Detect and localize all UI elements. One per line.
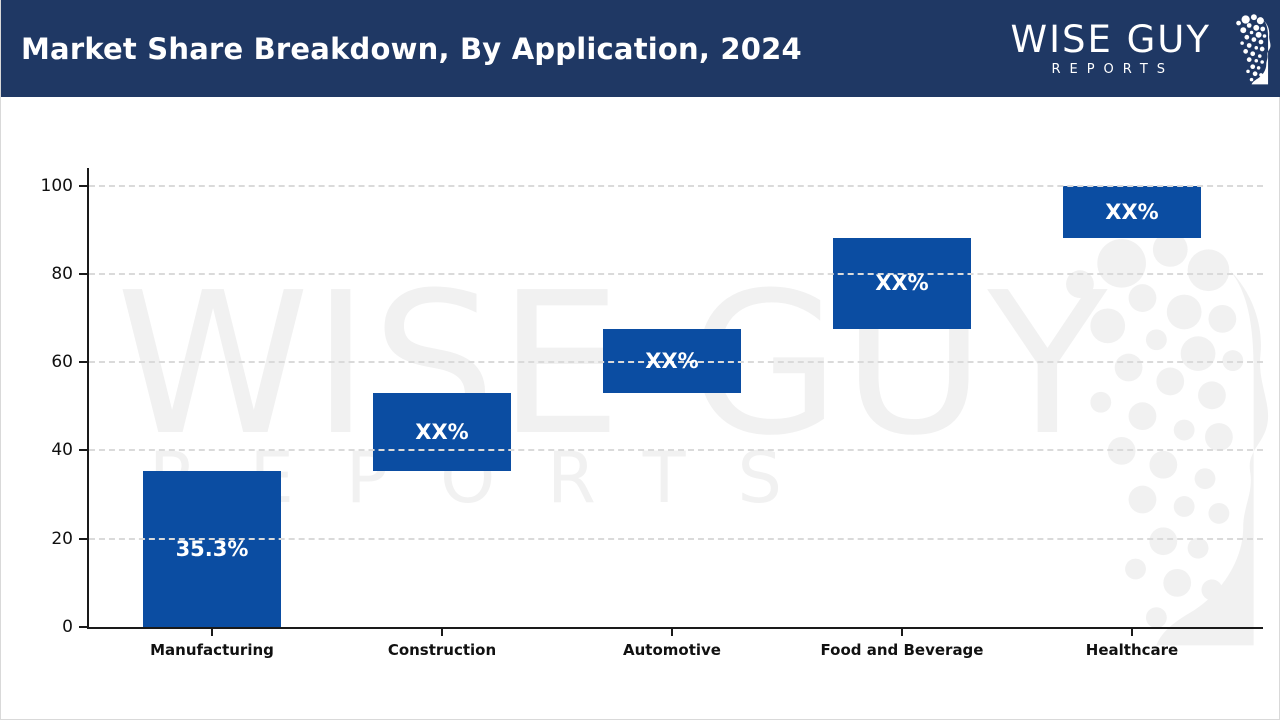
x-tick-label: Manufacturing [150, 641, 274, 659]
x-tick-label: Food and Beverage [820, 641, 984, 659]
x-tick [441, 627, 443, 636]
bar-food-and-beverage: XX% [833, 237, 971, 330]
x-tick [901, 627, 903, 636]
gridline [89, 361, 1263, 364]
bar-value-label: XX% [645, 348, 699, 373]
bar-construction: XX% [373, 392, 511, 472]
x-tick-label: Healthcare [1085, 641, 1179, 659]
logo-wordmark-line1: WISE GUY [1010, 18, 1211, 61]
bar-healthcare: XX% [1063, 185, 1201, 238]
logo-wordmark: WISE GUY REPORTS [1010, 18, 1211, 78]
gridline [89, 537, 1263, 540]
y-axis-spine [87, 168, 89, 629]
x-axis-spine [87, 627, 1263, 629]
x-tick [671, 627, 673, 636]
y-tick-label: 80 [51, 263, 73, 284]
chart-title: Market Share Breakdown, By Application, … [21, 31, 802, 66]
y-tick [79, 626, 89, 628]
gridline [89, 184, 1263, 187]
bar-value-label: XX% [415, 419, 469, 444]
dotted-head-icon [1215, 12, 1271, 86]
bar-value-label: 35.3% [175, 537, 249, 562]
gridline [89, 449, 1263, 452]
bar-value-label: XX% [875, 271, 929, 296]
wiseguy-logo: WISE GUY REPORTS [1011, 12, 1280, 86]
x-tick [1131, 627, 1133, 636]
gridline [89, 272, 1263, 275]
y-tick-label: 60 [51, 352, 73, 373]
y-tick [79, 272, 89, 275]
y-tick [79, 184, 89, 187]
header: Market Share Breakdown, By Application, … [1, 0, 1280, 97]
x-tick [211, 627, 213, 636]
x-tick-label: Construction [387, 641, 497, 659]
logo-wordmark-line2: REPORTS [1051, 62, 1175, 77]
bar-automotive: XX% [603, 329, 741, 393]
y-tick-label: 0 [62, 617, 73, 637]
plot-area: 35.3% Manufacturing XX% Construction XX% Auto… [41, 168, 1263, 659]
y-tick-label: 20 [51, 528, 73, 549]
x-tick-label: Automotive [623, 641, 721, 659]
y-tick-label: 100 [40, 175, 73, 196]
chart-area: WISE GUY REPORTS 35.3% Manufacturing XX% Co… [1, 97, 1279, 719]
y-tick [79, 449, 89, 452]
bar-value-label: XX% [1105, 199, 1159, 224]
y-tick [79, 361, 89, 364]
y-tick [79, 537, 89, 540]
bar-manufacturing: 35.3% [143, 471, 281, 627]
y-tick-label: 40 [51, 440, 73, 461]
